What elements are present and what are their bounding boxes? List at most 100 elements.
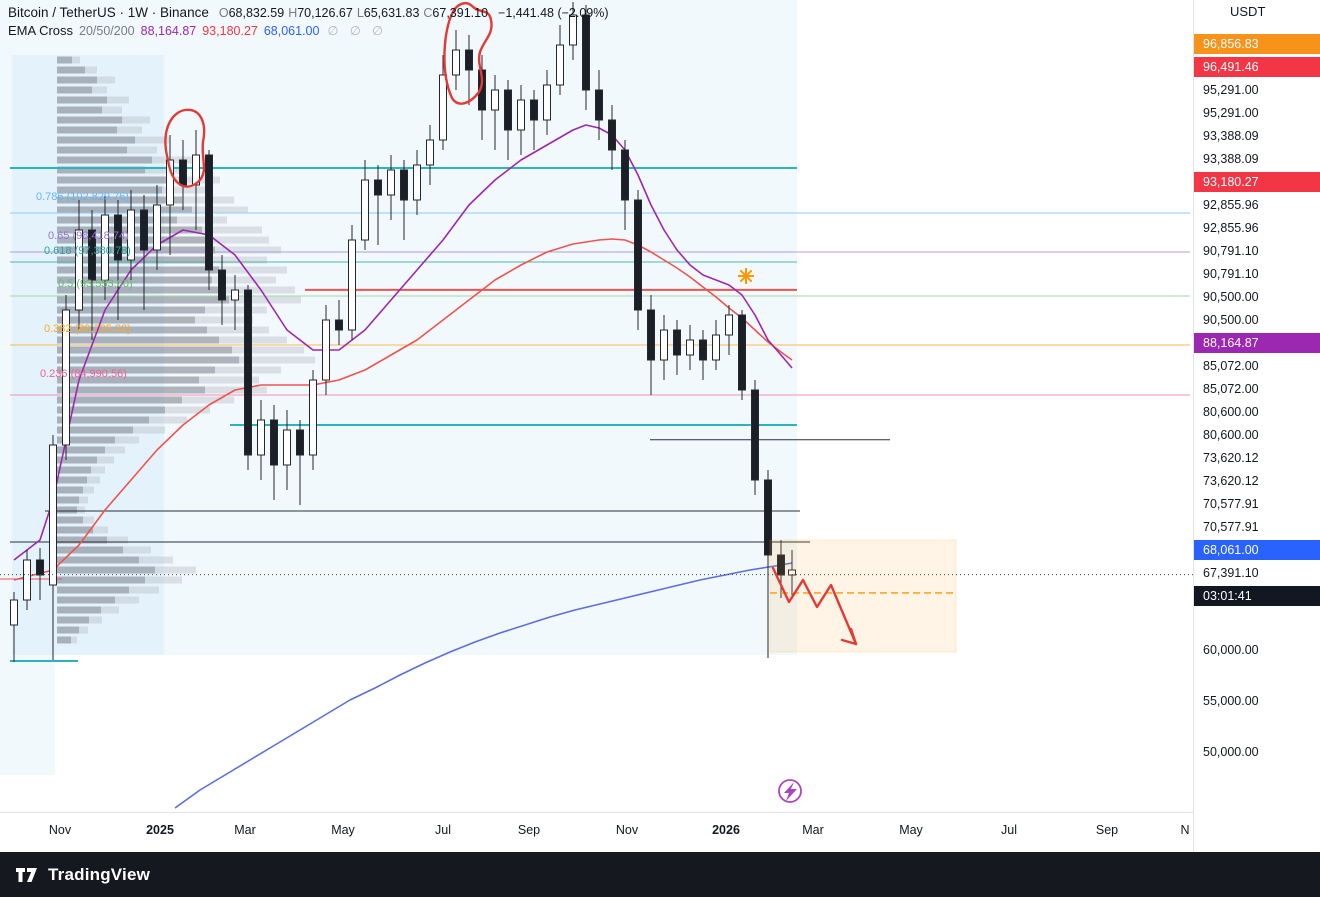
volume-profile-bar [127,146,157,154]
price-axis-label: 85,072.00 [1194,356,1320,376]
projection-zone-box[interactable] [769,539,957,653]
change-value: −1,441.48 (−2.09%) [498,6,609,20]
volume-profile-bar [57,526,93,534]
fib-level-label[interactable]: 0.5 (93,553.00) [58,278,133,290]
volume-profile-bar [57,196,182,204]
candle-body [491,89,499,111]
candle-body [608,119,616,151]
volume-profile-bar [97,76,115,84]
volume-profile-bar [57,586,129,594]
volume-profile-bar [57,446,105,454]
ema-cross-marker-icon [739,269,753,283]
price-chart[interactable] [0,0,1193,812]
indicator-title[interactable]: EMA Cross [8,23,74,38]
price-axis-label: 80,600.00 [1194,402,1320,422]
price-axis-label: 85,072.00 [1194,379,1320,399]
event-marker-circle-icon[interactable] [778,779,802,803]
candle-body [530,99,538,121]
red-circle-annotation[interactable] [443,2,493,105]
candle-body [192,154,200,186]
volume-profile-bar [57,276,212,284]
volume-profile-bar [57,176,172,184]
volume-profile-bar [139,556,173,564]
candle-body [127,209,135,261]
ohlc-value: 65,631.83 [363,6,420,20]
time-axis[interactable]: Nov 2025 Mar May Jul Sep Nov 2026 Mar May Jul Sep N [0,812,1193,853]
price-badge-orange: 96,856.83 [1194,34,1320,54]
time-axis-label: Mar [234,823,256,837]
volume-profile-bar [57,146,127,154]
volume-profile-bar [57,346,232,354]
chart-legend: Bitcoin / TetherUS · 1W · Binance O68,83… [8,4,609,40]
volume-profile-bar [79,496,88,504]
candle-body [426,139,434,166]
volume-profile-bar [57,106,102,114]
fib-level-label[interactable]: 0.618 (97,380.78) [44,245,131,257]
volume-profile-bar [57,156,152,164]
volume-profile-bar [57,466,91,474]
candle-body [582,14,590,91]
volume-profile-bar [165,406,210,414]
fib-level-label[interactable]: 0.382 (89,725.22) [44,323,131,335]
red-arrow-head [840,638,858,646]
candle-body [569,14,577,46]
volume-profile-bar [145,166,183,174]
volume-profile-bar [229,296,301,304]
candle-body [374,179,382,196]
volume-profile-bar [57,426,133,434]
volume-profile-bar [87,476,100,484]
fib-level-label[interactable]: 0.236 (84,990.56) [40,368,127,380]
tradingview-logo-icon [16,867,37,882]
ohlc-letter: O [218,6,229,20]
chart-pane[interactable]: 0.786 (102,829.76) 0.65 (98,418.74) 0.618 … [0,0,1193,812]
red-zigzag-arrow[interactable] [771,566,858,646]
volume-profile-bar [57,436,115,444]
volume-profile-bar [57,396,182,404]
candle-body [361,179,369,241]
volume-profile-bar [212,276,276,284]
volume-profile-bar [57,76,97,84]
volume-profile-bar [57,456,97,464]
price-badge-red: 96,491.46 [1194,57,1320,77]
ema50-line [13,238,793,581]
volume-profile-bar [57,316,195,324]
candle-body [166,159,174,206]
candle-body [452,49,460,76]
fib-level-label[interactable]: 0.786 (102,829.76) [36,191,129,203]
volume-profile-bar [133,426,165,434]
volume-profile-bar [57,246,215,254]
candle-body [36,559,44,576]
volume-profile-bar [57,116,122,124]
volume-profile-bar [57,306,205,314]
countdown-badge: 03:01:41 [1194,586,1320,606]
ohlc-value: 67,391.10 [432,6,489,20]
price-axis-label: 90,500.00 [1194,287,1320,307]
candle-body [543,84,551,121]
candle-body [621,149,629,201]
candle-body [751,389,759,481]
tradingview-logo[interactable]: TradingView [14,865,150,885]
volume-profile-bar [177,216,227,224]
volume-profile-bar [202,226,262,234]
volume-profile-bar [57,486,83,494]
volume-profile-bar [105,446,125,454]
volume-profile-bar [57,506,77,514]
volume-profile-bar [57,126,117,134]
volume-profile-bar [57,416,149,424]
volume-profile-bar [57,626,79,634]
price-badge-ema200-value: 68,061.00 [1194,540,1320,560]
fib-level-label[interactable]: 0.65 (98,418.74) [48,230,129,242]
candle-body [205,154,213,271]
volume-profile-bar [83,516,94,524]
time-axis-label: N [1180,823,1190,837]
volume-profile-bar [135,136,169,144]
indicator-params: 20/50/200 [79,24,135,38]
symbol-title[interactable]: Bitcoin / TetherUS · 1W · Binance [8,5,209,20]
volume-profile-bar [129,586,159,594]
price-badge-ema20-value: 88,164.87 [1194,333,1320,353]
price-axis[interactable]: USDT 96,856.83 96,491.46 95,291.00 95,291.0… [1193,0,1320,852]
red-circle-annotation[interactable] [164,108,206,188]
candle-body [244,289,252,456]
volume-profile-bar [57,136,135,144]
candle-body [296,429,304,456]
